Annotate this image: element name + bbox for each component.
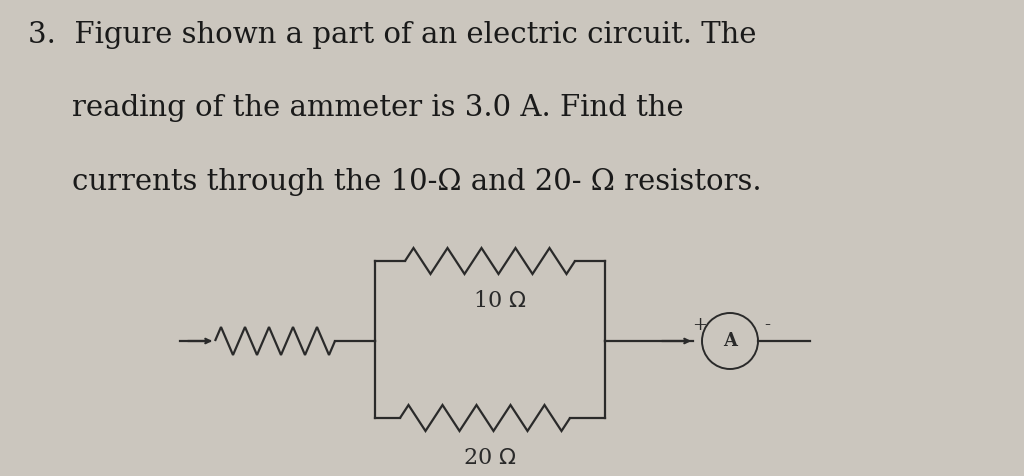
Text: A: A — [723, 332, 737, 350]
Text: 10 $\Omega$: 10 $\Omega$ — [473, 290, 526, 312]
Text: reading of the ammeter is 3.0 A. Find the: reading of the ammeter is 3.0 A. Find th… — [72, 94, 684, 122]
Text: 20 $\Omega$: 20 $\Omega$ — [463, 447, 517, 469]
Text: +: + — [692, 316, 708, 334]
Text: 3.  Figure shown a part of an electric circuit. The: 3. Figure shown a part of an electric ci… — [28, 21, 757, 49]
Text: -: - — [764, 316, 770, 334]
Text: currents through the 10-Ω and 20- Ω resistors.: currents through the 10-Ω and 20- Ω resi… — [72, 168, 762, 196]
